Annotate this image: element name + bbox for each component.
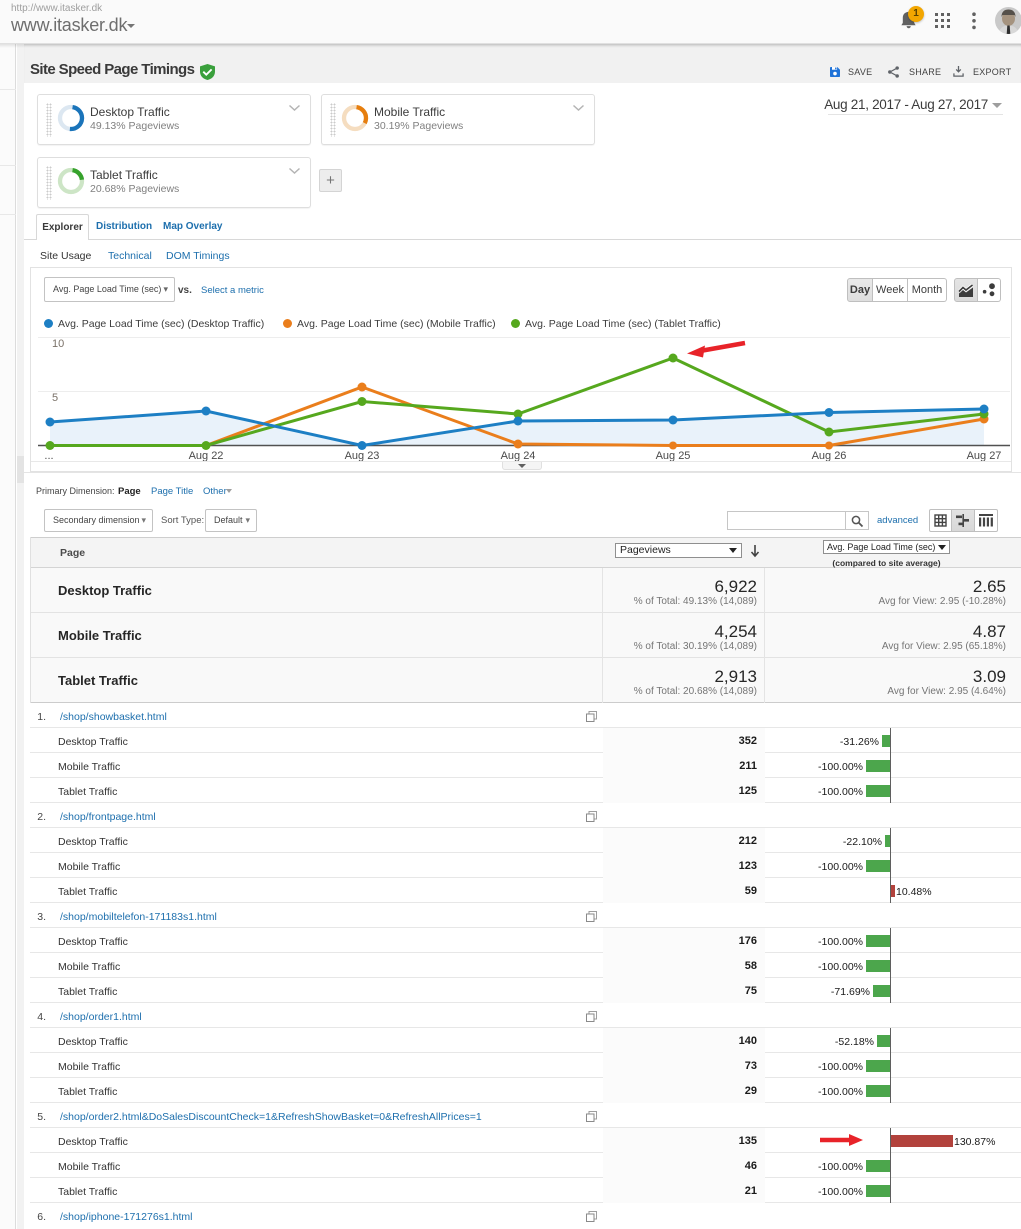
svg-text:Aug 25: Aug 25 bbox=[656, 450, 691, 462]
svg-text:5: 5 bbox=[52, 392, 58, 404]
svg-text:Aug 22: Aug 22 bbox=[189, 450, 224, 462]
svg-text:10: 10 bbox=[52, 338, 64, 350]
svg-text:Aug 23: Aug 23 bbox=[345, 450, 380, 462]
svg-text:Aug 24: Aug 24 bbox=[501, 450, 536, 462]
svg-text:...: ... bbox=[44, 450, 53, 462]
svg-text:Aug 27: Aug 27 bbox=[967, 450, 1002, 462]
svg-text:Aug 26: Aug 26 bbox=[812, 450, 847, 462]
